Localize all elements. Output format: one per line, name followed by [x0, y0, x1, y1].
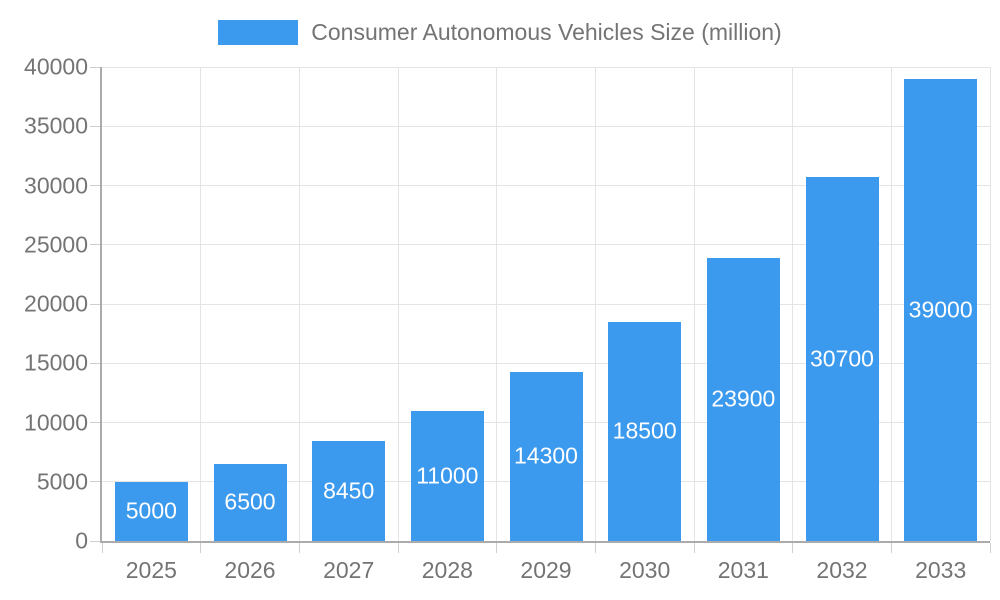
bar-value-label: 14300: [514, 442, 578, 469]
gridline-vertical: [298, 67, 300, 541]
bar[interactable]: 8450: [312, 440, 386, 541]
gridline-horizontal: [102, 303, 990, 305]
y-axis-tick-label: 30000: [24, 172, 88, 198]
y-axis-tick: [90, 66, 100, 68]
gridline-vertical: [200, 67, 202, 541]
y-axis-tick: [90, 362, 100, 364]
x-axis-tick: [594, 543, 596, 553]
y-axis-tick-label: 5000: [36, 468, 88, 495]
bar[interactable]: 23900: [706, 257, 780, 541]
bar-value-label: 6500: [224, 488, 276, 515]
bar-value-label: 30700: [810, 345, 874, 372]
x-axis-line: [100, 541, 990, 543]
x-axis-tick: [693, 543, 695, 553]
x-axis-tick-label: 2026: [224, 557, 276, 583]
gridline-vertical: [890, 67, 892, 541]
bar-value-label: 23900: [711, 385, 776, 412]
y-axis-line: [100, 67, 102, 543]
gridline-vertical: [693, 67, 695, 541]
y-axis-tick: [90, 125, 100, 127]
x-axis-tick-label: 2031: [717, 557, 769, 583]
x-axis-tick-label: 2032: [816, 557, 868, 583]
x-axis-tick: [298, 543, 300, 553]
x-axis-tick: [397, 543, 399, 553]
y-axis-tick-label: 20000: [24, 290, 88, 317]
y-axis-tick-label: 0: [75, 527, 88, 554]
gridline-horizontal: [102, 362, 990, 364]
gridline-horizontal: [102, 125, 990, 127]
y-axis-tick: [90, 303, 100, 305]
gridline-vertical: [594, 67, 596, 541]
gridline-vertical: [397, 67, 399, 541]
gridline-horizontal: [102, 185, 990, 186]
gridline-horizontal: [102, 244, 990, 246]
bar-value-label: 5000: [125, 497, 177, 524]
y-axis-tick: [90, 481, 100, 483]
x-axis-tick-label: 2028: [421, 557, 473, 583]
x-axis-tick: [792, 543, 794, 553]
gridline-vertical: [792, 67, 794, 541]
bar-value-label: 11000: [416, 462, 479, 489]
x-axis-tick-label: 2027: [323, 557, 375, 583]
bar-value-label: 39000: [908, 296, 973, 323]
x-axis-tick: [890, 543, 892, 553]
bar[interactable]: 6500: [213, 463, 287, 541]
y-axis-tick-label: 25000: [24, 231, 88, 258]
x-axis-tick-label: 2025: [125, 557, 177, 583]
bar-value-label: 18500: [612, 417, 677, 444]
y-axis-tick: [90, 540, 100, 542]
y-axis-tick-label: 10000: [24, 409, 88, 435]
legend-swatch: [218, 20, 299, 45]
x-axis-tick-label: 2033: [915, 557, 967, 583]
y-axis-tick-label: 35000: [24, 112, 88, 139]
legend[interactable]: Consumer Autonomous Vehicles Size (milli…: [0, 19, 1000, 46]
bar-value-label: 8450: [323, 477, 375, 504]
x-axis-tick: [200, 543, 202, 553]
gridline-vertical: [989, 67, 991, 541]
gridline-horizontal: [102, 66, 990, 68]
y-axis-tick: [90, 185, 100, 186]
y-axis-tick-label: 15000: [24, 349, 88, 376]
bar[interactable]: 39000: [904, 78, 978, 541]
bar[interactable]: 5000: [114, 481, 188, 541]
x-axis-tick: [989, 543, 991, 553]
bar[interactable]: 14300: [509, 371, 583, 541]
y-axis-tick: [90, 422, 100, 423]
x-axis-tick-label: 2029: [520, 557, 572, 583]
bar[interactable]: 11000: [410, 410, 484, 541]
x-axis-tick: [101, 543, 103, 553]
x-axis-tick-label: 2030: [619, 557, 671, 583]
bar[interactable]: 18500: [608, 321, 682, 541]
gridline-vertical: [496, 67, 498, 541]
legend-title: Consumer Autonomous Vehicles Size (milli…: [311, 19, 782, 45]
x-axis-tick: [496, 543, 498, 553]
bar[interactable]: 30700: [805, 177, 879, 541]
y-axis-tick: [90, 244, 100, 246]
plot-area: 0 5000 10000 15000 20000 25000 30000 35000 40000…: [24, 54, 991, 583]
y-axis-tick-label: 40000: [24, 53, 88, 80]
